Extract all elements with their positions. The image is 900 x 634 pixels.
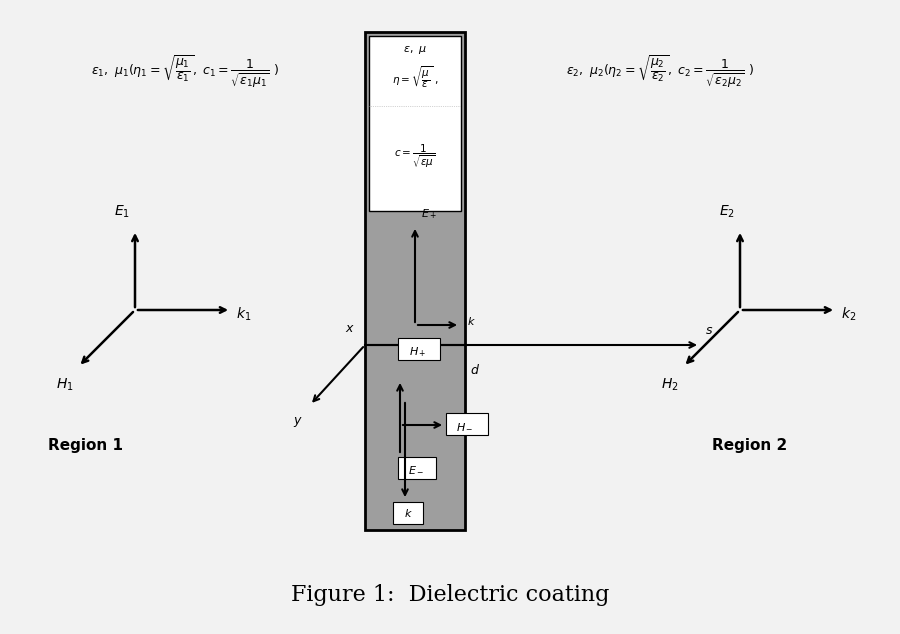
Text: $x$: $x$: [346, 322, 355, 335]
Text: $E_+$: $E_+$: [421, 207, 437, 221]
Text: $H_1$: $H_1$: [56, 377, 74, 393]
Bar: [446, 413, 488, 435]
Text: $c=\dfrac{1}{\sqrt{\varepsilon\mu}}$: $c=\dfrac{1}{\sqrt{\varepsilon\mu}}$: [394, 142, 436, 170]
Text: Region 1: Region 1: [48, 438, 122, 453]
Text: $k_1$: $k_1$: [236, 306, 251, 323]
Text: $k$: $k$: [467, 315, 476, 327]
Text: $E_-$: $E_-$: [408, 465, 424, 475]
Text: $H_2$: $H_2$: [661, 377, 679, 393]
Bar: [398, 457, 436, 479]
Text: $\varepsilon_1,\ \mu_1(\eta_1=\sqrt{\dfrac{\mu_1}{\varepsilon_1}},\ c_1=\dfrac{1: $\varepsilon_1,\ \mu_1(\eta_1=\sqrt{\dfr…: [91, 54, 279, 90]
Text: $d$: $d$: [470, 363, 480, 377]
Text: $k_2$: $k_2$: [841, 306, 856, 323]
Text: $s$: $s$: [705, 324, 713, 337]
Text: $\varepsilon_2,\ \mu_2(\eta_2=\sqrt{\dfrac{\mu_2}{\varepsilon_2}},\ c_2=\dfrac{1: $\varepsilon_2,\ \mu_2(\eta_2=\sqrt{\dfr…: [566, 54, 754, 90]
Text: $H_+$: $H_+$: [410, 345, 427, 359]
Text: $H_-$: $H_-$: [456, 422, 473, 432]
Bar: [393, 502, 423, 524]
Text: Figure 1:  Dielectric coating: Figure 1: Dielectric coating: [291, 584, 609, 606]
Bar: [369, 36, 461, 211]
Text: $k$: $k$: [403, 507, 412, 519]
Text: Region 2: Region 2: [713, 438, 788, 453]
Text: $E_1$: $E_1$: [114, 204, 130, 220]
Text: $y$: $y$: [293, 415, 303, 429]
Bar: [398, 338, 440, 360]
Bar: [365, 32, 465, 530]
Text: $\eta=\sqrt{\dfrac{\mu}{\varepsilon}}\ ,$: $\eta=\sqrt{\dfrac{\mu}{\varepsilon}}\ ,…: [392, 65, 438, 91]
Text: $E_2$: $E_2$: [719, 204, 735, 220]
Text: $\varepsilon,\ \mu$: $\varepsilon,\ \mu$: [403, 44, 427, 56]
